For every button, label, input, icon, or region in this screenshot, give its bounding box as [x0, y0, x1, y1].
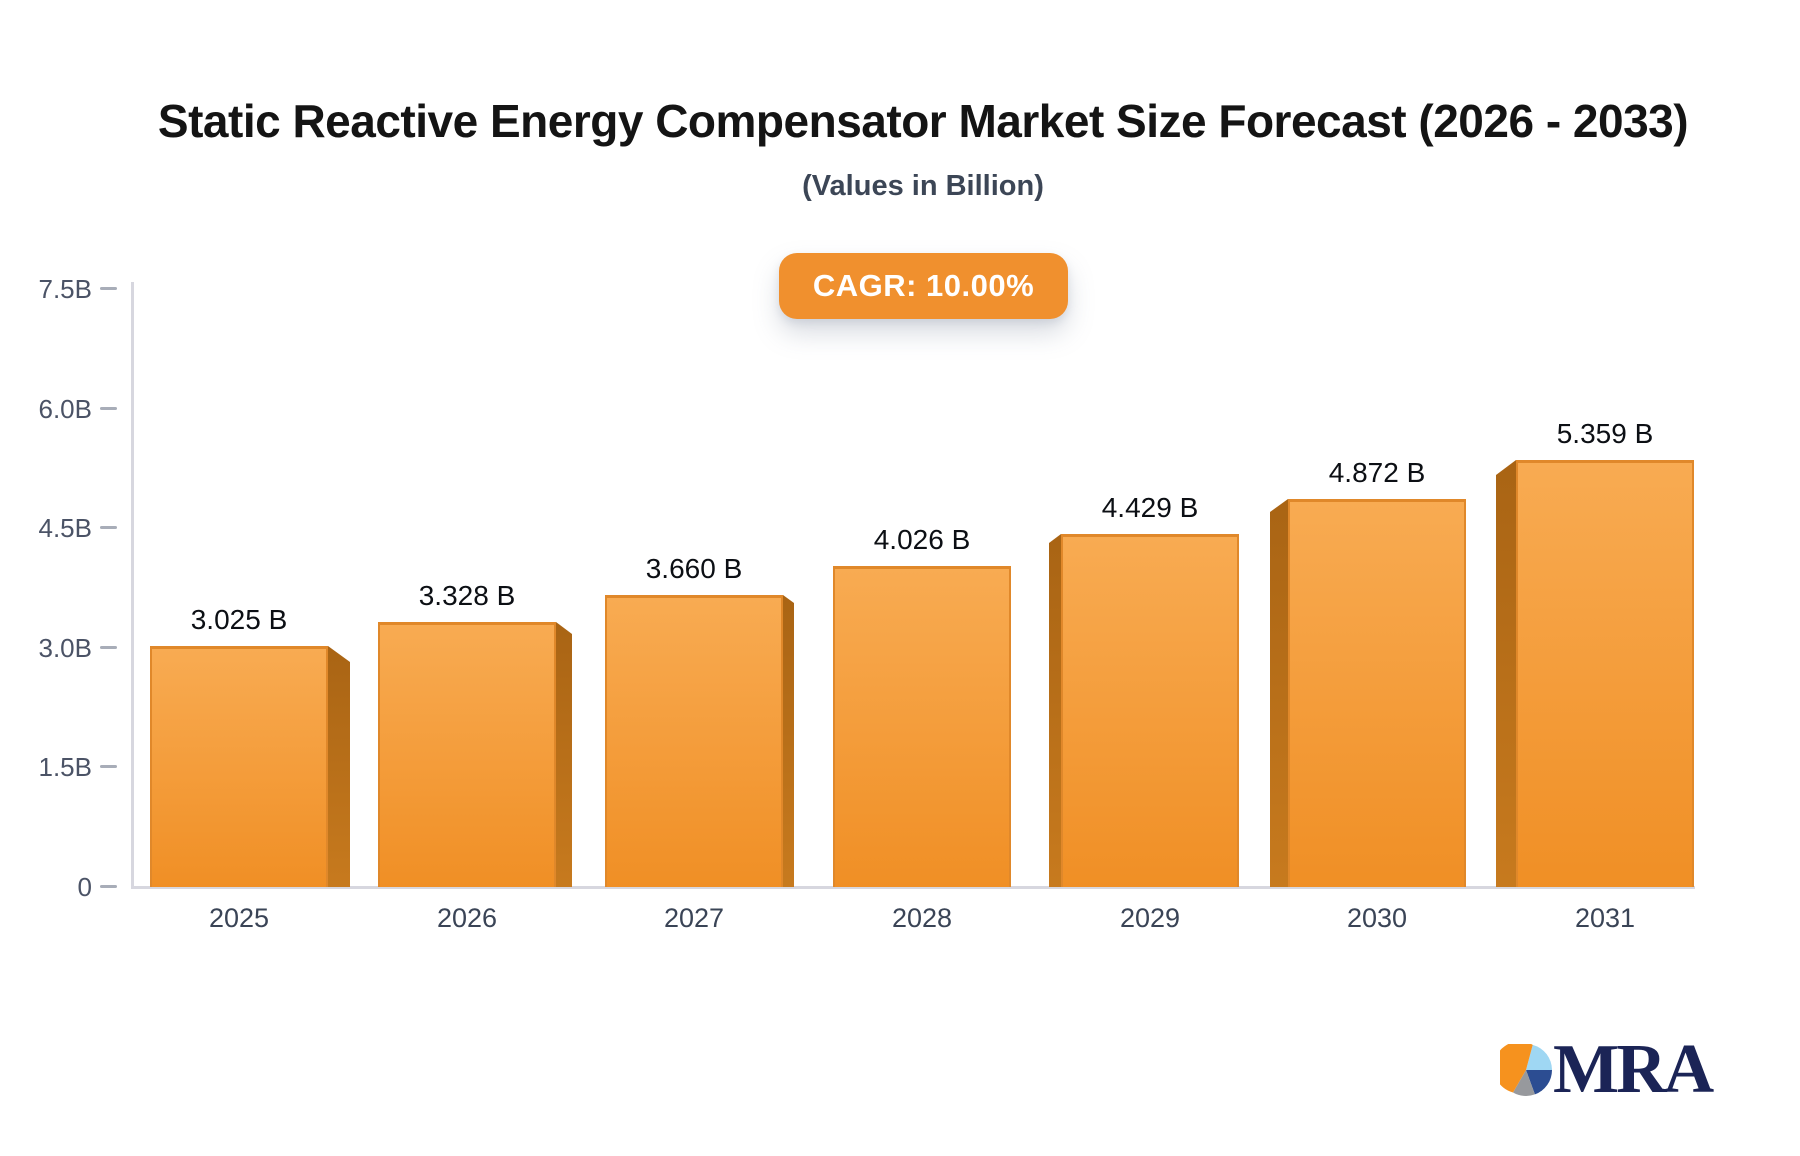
bar-value-label: 3.328 B [418, 580, 516, 611]
bar-face [1288, 499, 1466, 887]
y-tick-label: 6.0B [38, 394, 93, 424]
bar-side [556, 622, 572, 887]
bar-value-label: 3.660 B [645, 553, 743, 584]
y-tick-label: 3.0B [38, 633, 93, 663]
bar-side [328, 646, 350, 887]
bar-face [605, 595, 783, 887]
x-axis-label: 2027 [663, 903, 725, 933]
bar-face [1061, 534, 1239, 887]
y-tick-label: 4.5B [38, 513, 93, 543]
y-tick-dash [100, 646, 117, 649]
bar-side [1496, 460, 1516, 887]
bar-face [378, 622, 556, 887]
x-axis-label: 2028 [891, 903, 953, 933]
y-tick-label: 0 [77, 872, 92, 902]
x-axis-line [131, 886, 1695, 889]
bar-face [833, 566, 1011, 887]
bar-value-label: 4.026 B [873, 524, 971, 555]
chart-title: Static Reactive Energy Compensator Marke… [157, 95, 1689, 147]
bar-value-label: 5.359 B [1556, 418, 1654, 449]
x-axis-label: 2025 [208, 903, 270, 933]
cagr-badge: CAGR: 10.00% [779, 253, 1068, 319]
y-tick-dash [100, 765, 117, 768]
y-tick-dash [100, 407, 117, 410]
bar-value-label: 4.429 B [1101, 492, 1199, 523]
x-axis-label: 2026 [436, 903, 498, 933]
brand-logo: MRA [1500, 1031, 1714, 1108]
x-axis-label: 2029 [1119, 903, 1181, 933]
x-axis-label: 2031 [1574, 903, 1636, 933]
bar-value-label: 3.025 B [190, 604, 288, 635]
chart-subtitle: (Values in Billion) [802, 170, 1044, 202]
bar-side [1049, 534, 1061, 887]
x-axis-label: 2030 [1346, 903, 1408, 933]
bar-value-label: 4.872 B [1328, 457, 1426, 488]
logo-pie-icon [1500, 1044, 1552, 1096]
y-tick-label: 1.5B [38, 752, 93, 782]
bar-face [150, 646, 328, 887]
y-axis-line [131, 282, 134, 889]
y-tick-label: 7.5B [38, 274, 93, 304]
y-tick-dash [100, 526, 117, 529]
y-tick-dash [100, 885, 117, 888]
bar-side [783, 595, 794, 887]
logo-text: MRA [1553, 1031, 1714, 1108]
bar-side [1270, 499, 1288, 887]
bar-face [1516, 460, 1694, 887]
y-tick-dash [100, 287, 117, 290]
